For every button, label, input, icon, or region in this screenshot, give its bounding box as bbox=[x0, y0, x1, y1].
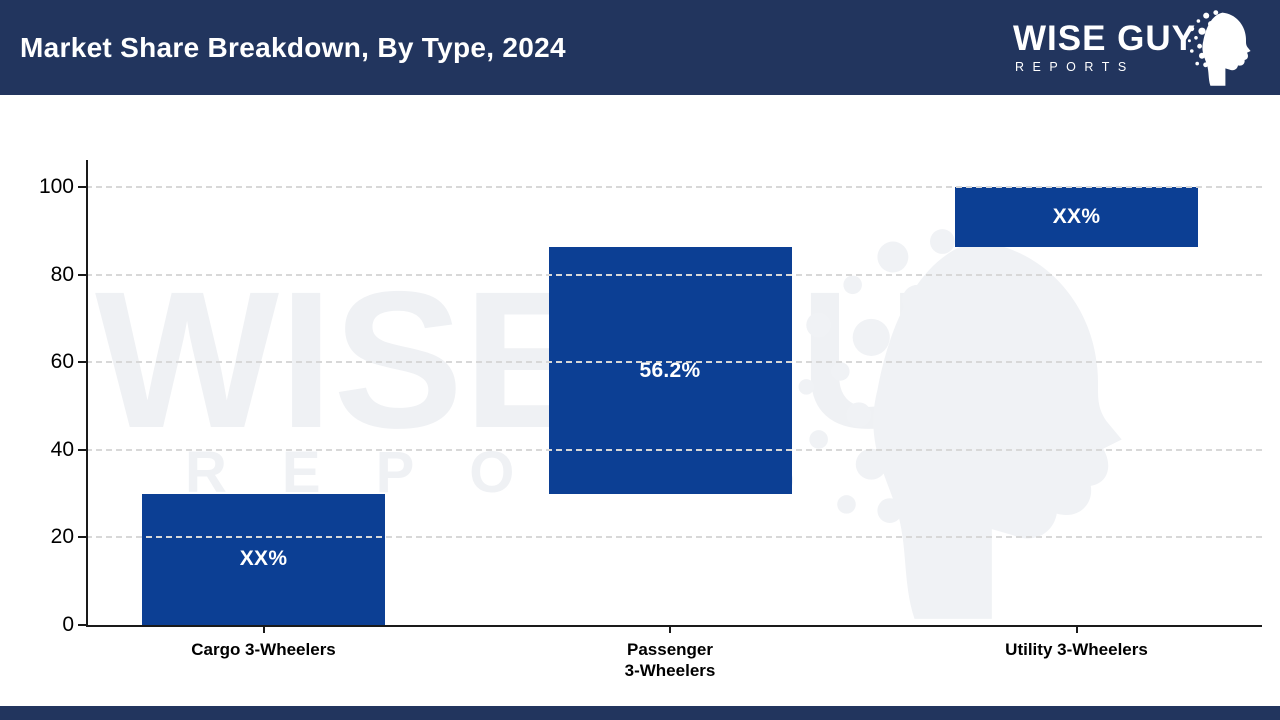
y-tickmark bbox=[78, 624, 86, 626]
y-axis bbox=[86, 160, 88, 627]
bar-value-label: 56.2% bbox=[639, 358, 701, 382]
bar: XX% bbox=[142, 493, 385, 625]
gridline bbox=[86, 273, 1262, 276]
x-category-label: Passenger 3-Wheelers bbox=[624, 640, 716, 680]
logo-text: WISE GUY REPORTS bbox=[1013, 21, 1196, 74]
x-axis bbox=[86, 625, 1262, 627]
gridline bbox=[86, 536, 1262, 539]
header: Market Share Breakdown, By Type, 2024 WI… bbox=[0, 0, 1280, 95]
x-tickmark bbox=[1075, 625, 1078, 633]
watermark-head-icon bbox=[798, 229, 1122, 619]
gridline bbox=[86, 361, 1262, 364]
x-category-label: Utility 3-Wheelers bbox=[1005, 640, 1148, 659]
gridline bbox=[86, 186, 1262, 188]
bar-value-label: XX% bbox=[1052, 205, 1101, 229]
chart: WISE GUY REPORTS XX% 56.2% XX% 0 20 40 60 80 100… bbox=[0, 95, 1280, 706]
y-tick-label: 0 bbox=[62, 613, 74, 636]
bar: XX% bbox=[955, 187, 1198, 248]
y-tickmark bbox=[78, 273, 86, 276]
y-tick-label: 20 bbox=[50, 525, 74, 549]
x-tickmark bbox=[669, 625, 671, 633]
plot-area: XX% 56.2% XX% 0 20 40 60 80 100 Cargo 3-Wheelers P… bbox=[0, 95, 1280, 706]
x-category-label: Cargo 3-Wheelers bbox=[191, 640, 336, 659]
wiseguy-head-icon bbox=[1187, 9, 1251, 86]
logo-wordmark: WISE GUY bbox=[1012, 19, 1196, 59]
y-tickmark bbox=[78, 448, 86, 451]
y-tickmark bbox=[78, 361, 86, 364]
y-tickmark bbox=[78, 536, 86, 539]
footer-bar bbox=[0, 706, 1280, 720]
gridline bbox=[86, 448, 1262, 451]
bar: 56.2% bbox=[548, 247, 792, 494]
wiseguy-logo: WISE GUY REPORTS bbox=[1013, 9, 1256, 87]
y-tick-label: 80 bbox=[50, 262, 74, 286]
y-tick-label: 60 bbox=[50, 350, 74, 374]
y-tick-label: 40 bbox=[50, 437, 74, 461]
y-tick-label: 100 bbox=[38, 175, 74, 198]
logo-subtext: REPORTS bbox=[1014, 60, 1135, 75]
x-tickmark bbox=[262, 625, 265, 633]
bar-value-label: XX% bbox=[239, 547, 288, 571]
y-tickmark bbox=[78, 186, 86, 188]
page-title: Market Share Breakdown, By Type, 2024 bbox=[20, 31, 566, 63]
